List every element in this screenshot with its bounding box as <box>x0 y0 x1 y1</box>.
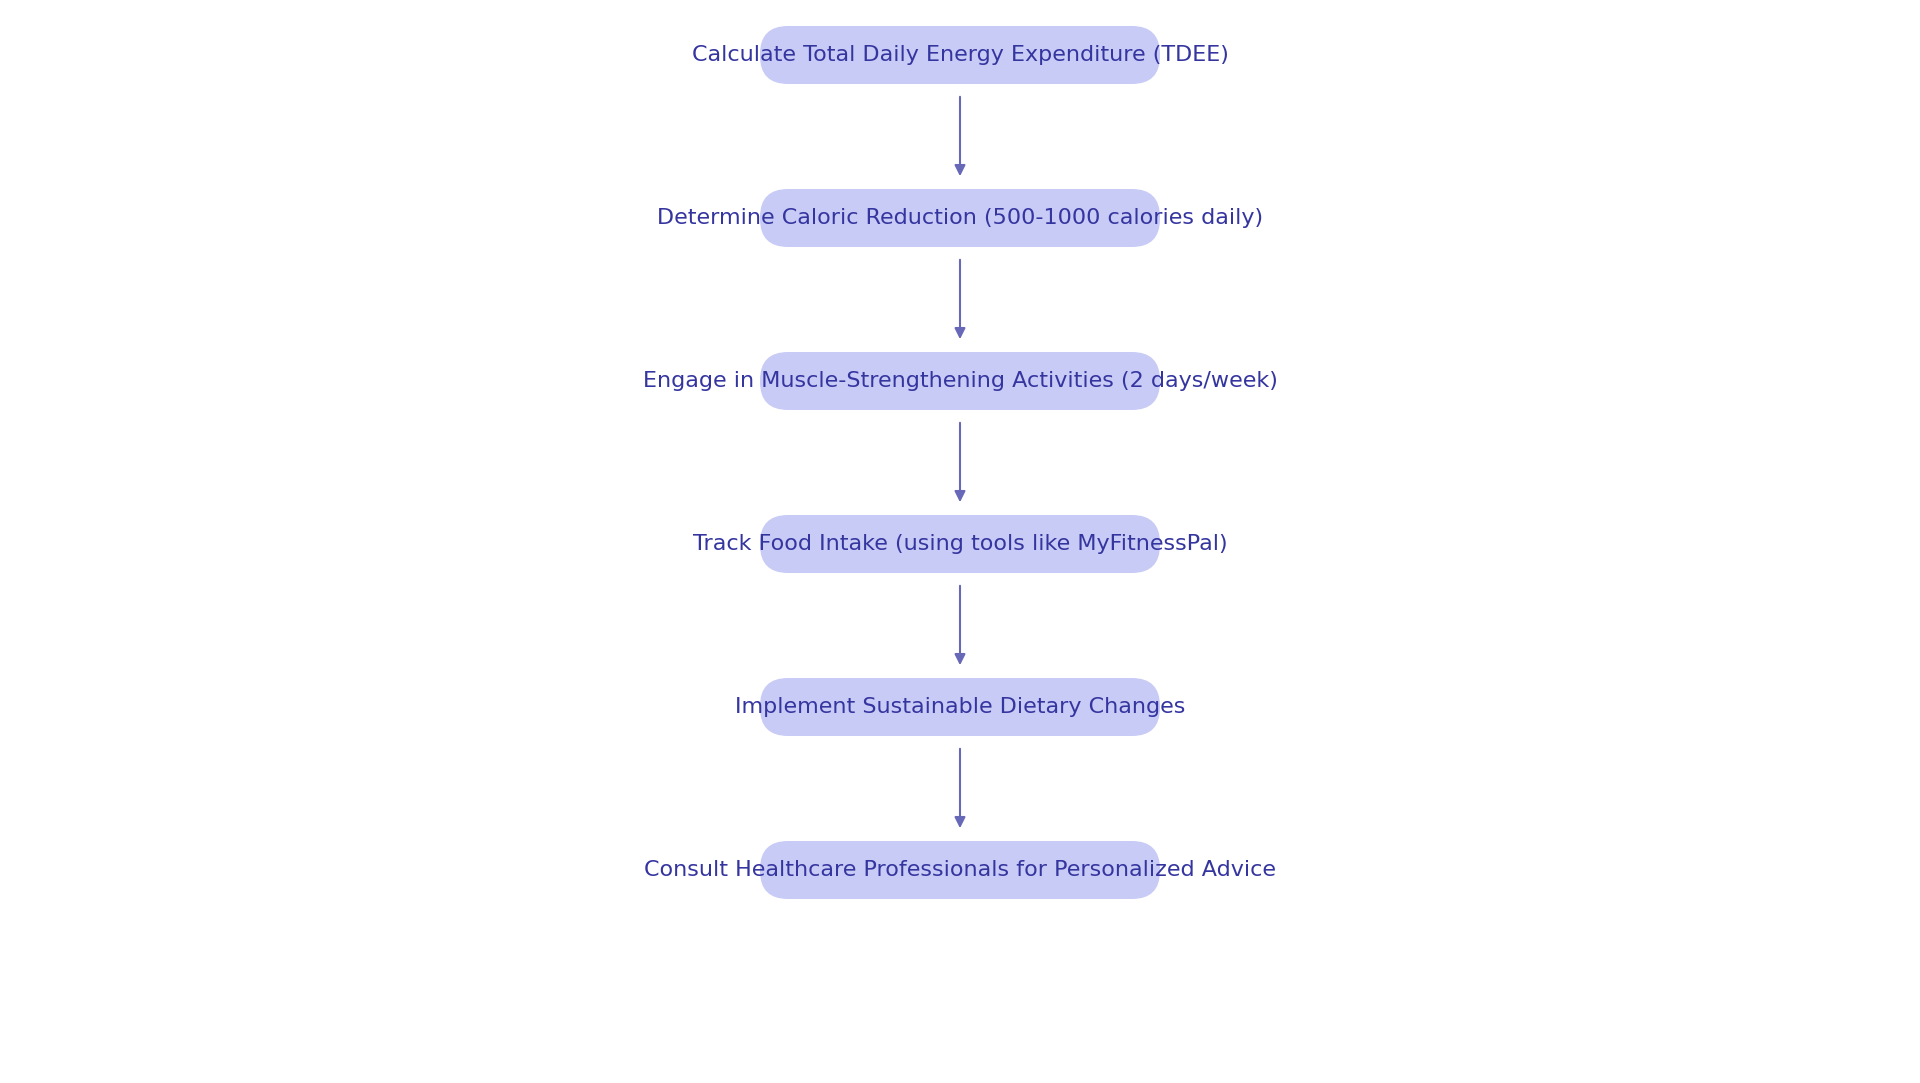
Text: Track Food Intake (using tools like MyFitnessPal): Track Food Intake (using tools like MyFi… <box>693 534 1227 554</box>
FancyBboxPatch shape <box>760 678 1160 736</box>
FancyBboxPatch shape <box>760 352 1160 410</box>
FancyBboxPatch shape <box>760 190 1160 247</box>
Text: Calculate Total Daily Energy Expenditure (TDEE): Calculate Total Daily Energy Expenditure… <box>691 45 1229 65</box>
Text: Determine Caloric Reduction (500-1000 calories daily): Determine Caloric Reduction (500-1000 ca… <box>657 208 1263 229</box>
Text: Engage in Muscle-Strengthening Activities (2 days/week): Engage in Muscle-Strengthening Activitie… <box>643 371 1277 391</box>
FancyBboxPatch shape <box>760 26 1160 84</box>
FancyBboxPatch shape <box>760 516 1160 573</box>
Text: Consult Healthcare Professionals for Personalized Advice: Consult Healthcare Professionals for Per… <box>643 860 1277 880</box>
FancyBboxPatch shape <box>760 841 1160 899</box>
Text: Implement Sustainable Dietary Changes: Implement Sustainable Dietary Changes <box>735 697 1185 717</box>
